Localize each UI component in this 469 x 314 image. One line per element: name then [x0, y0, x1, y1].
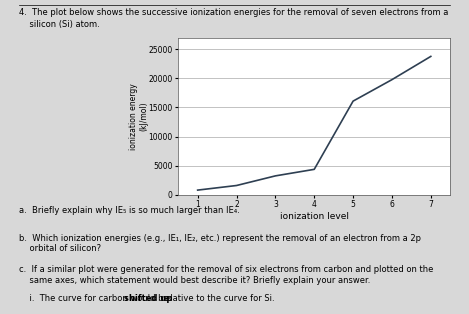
Text: silicon (Si) atom.: silicon (Si) atom. — [19, 20, 99, 30]
Text: i.  The curve for carbon would be: i. The curve for carbon would be — [19, 294, 171, 303]
Text: a.  Briefly explain why IE₅ is so much larger than IE₄.: a. Briefly explain why IE₅ is so much la… — [19, 206, 240, 215]
Text: 4.  The plot below shows the successive ionization energies for the removal of s: 4. The plot below shows the successive i… — [19, 8, 448, 17]
Text: c.  If a similar plot were generated for the removal of six electrons from carbo: c. If a similar plot were generated for … — [19, 265, 433, 285]
Text: shifted up: shifted up — [124, 294, 173, 303]
Text: b.  Which ionization energies (e.g., IE₁, IE₂, etc.) represent the removal of an: b. Which ionization energies (e.g., IE₁,… — [19, 234, 421, 253]
Text: ionization energy
(kJ/mol): ionization energy (kJ/mol) — [129, 83, 148, 149]
X-axis label: ionization level: ionization level — [280, 212, 349, 221]
Text: relative to the curve for Si.: relative to the curve for Si. — [159, 294, 275, 303]
